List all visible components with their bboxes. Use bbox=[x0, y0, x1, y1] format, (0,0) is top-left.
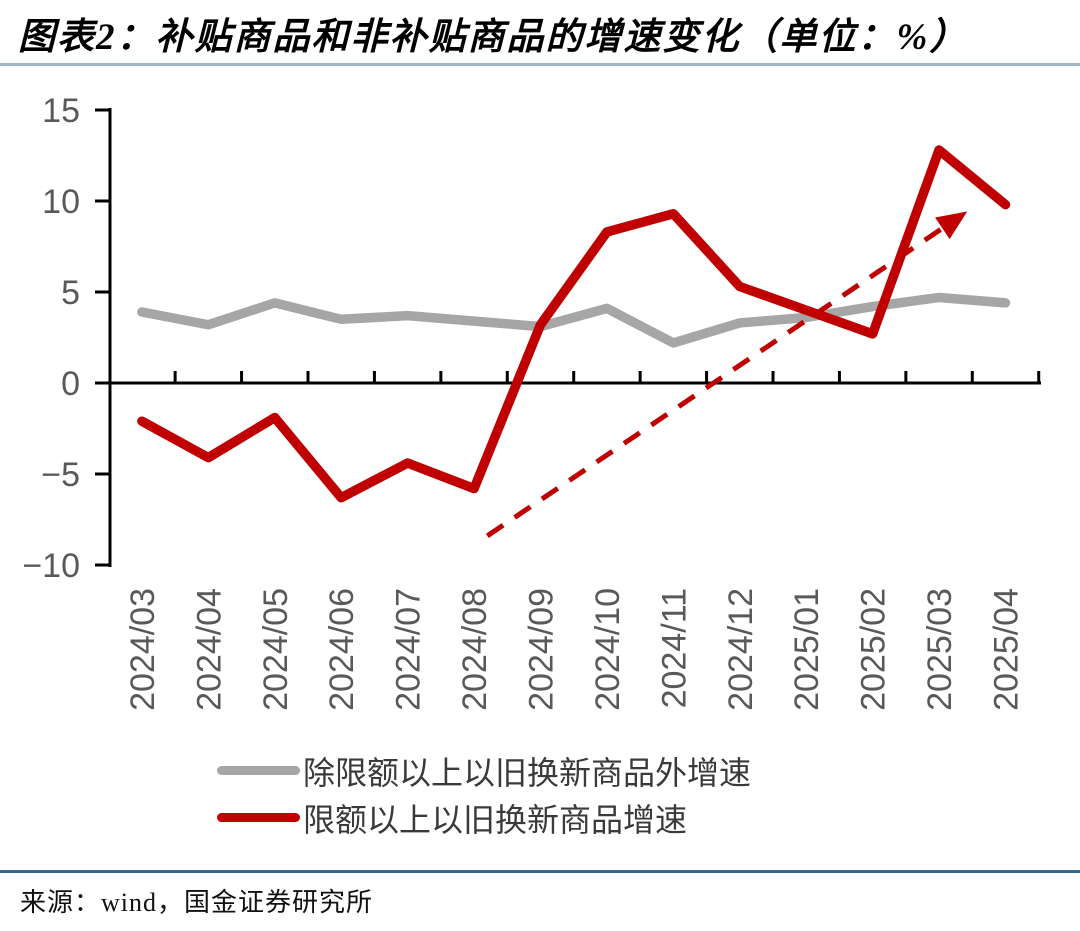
x-tick-label: 2024/10 bbox=[589, 588, 627, 711]
y-tick-label: 0 bbox=[61, 365, 80, 403]
legend-swatch-red-line bbox=[217, 813, 300, 822]
x-tick-label: 2025/01 bbox=[788, 588, 826, 711]
legend-swatch-gray-line bbox=[217, 766, 300, 775]
legend-item-trade-in: 限额以上以旧换新商品增速 bbox=[217, 794, 751, 841]
x-tick-label: 2024/11 bbox=[655, 588, 693, 708]
legend-label-excl-trade-in: 除限额以上以旧换新商品外增速 bbox=[303, 754, 752, 791]
trend-arrow-head bbox=[935, 211, 968, 240]
x-tick-label: 2025/03 bbox=[921, 588, 959, 711]
y-tick-label: −5 bbox=[41, 456, 80, 494]
x-tick-label: 2025/02 bbox=[855, 588, 893, 711]
x-tick-label: 2024/07 bbox=[390, 588, 428, 711]
series-line-trade-in bbox=[137, 145, 1011, 503]
legend-label-trade-in: 限额以上以旧换新商品增速 bbox=[303, 801, 688, 838]
legend-item-excl-trade-in: 除限额以上以旧换新商品外增速 bbox=[217, 747, 751, 794]
trend-arrow-line bbox=[485, 226, 944, 538]
chart-title: 图表2：补贴商品和非补贴商品的增速变化（单位：%） bbox=[18, 17, 969, 58]
series-line-excl-trade-in bbox=[137, 292, 1011, 348]
y-tick-label: 10 bbox=[42, 183, 80, 221]
x-tick-label: 2024/12 bbox=[722, 588, 760, 711]
x-tick-label: 2025/04 bbox=[987, 588, 1025, 711]
y-tick-label: 5 bbox=[61, 274, 80, 312]
x-tick-label: 2024/09 bbox=[522, 588, 560, 711]
chart-legend: 除限额以上以旧换新商品外增速 限额以上以旧换新商品增速 bbox=[217, 747, 751, 841]
bottom-divider bbox=[0, 870, 1080, 873]
x-tick-label: 2024/06 bbox=[323, 588, 361, 711]
x-tick-label: 2024/08 bbox=[456, 588, 494, 711]
x-tick-label: 2024/05 bbox=[257, 588, 295, 711]
top-divider bbox=[0, 63, 1080, 66]
source-note: 来源：wind，国金证券研究所 bbox=[20, 888, 374, 917]
y-tick-label: −10 bbox=[22, 547, 80, 585]
y-tick-label: 15 bbox=[42, 92, 80, 130]
x-tick-label: 2024/03 bbox=[124, 588, 162, 711]
x-tick-label: 2024/04 bbox=[190, 588, 228, 711]
